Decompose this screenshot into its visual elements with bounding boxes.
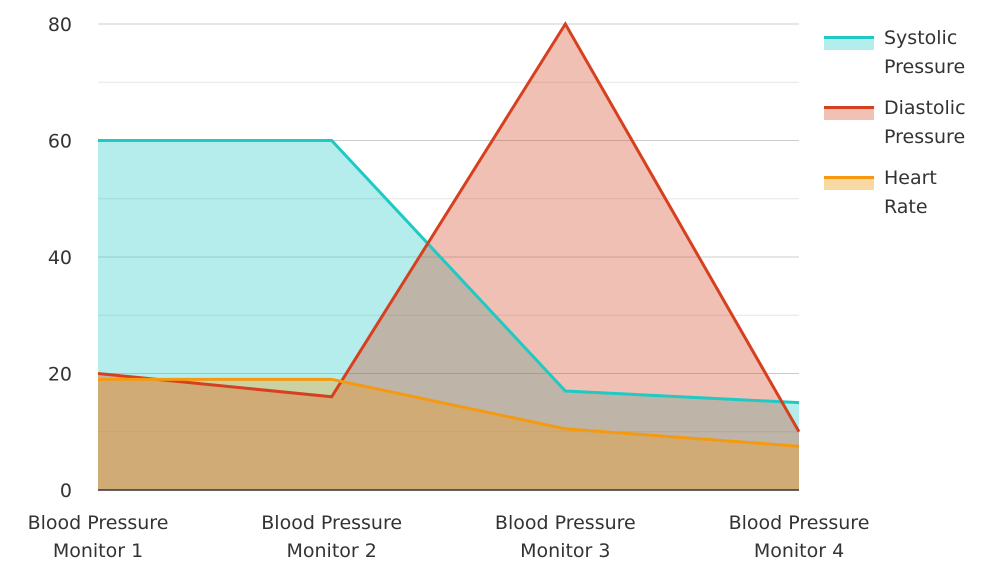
legend-label-1: Systolic Pressure [884, 27, 965, 78]
x-tick-label: Blood Pressure Monitor 1 [28, 512, 169, 562]
y-tick-label: 20 [48, 364, 72, 386]
x-tick-label: Blood Pressure Monitor 2 [261, 512, 402, 562]
series-areas [98, 24, 799, 490]
y-tick-label: 0 [60, 480, 72, 502]
series-line-1 [98, 139, 800, 405]
legend-swatch-3 [824, 176, 874, 190]
series-line-2 [97, 21, 801, 433]
legend-label-3: Heart Rate [884, 167, 937, 218]
series-lines [97, 21, 801, 448]
y-axis-ticks: 0 20 40 60 80 [48, 14, 72, 502]
x-tick-label: Blood Pressure Monitor 3 [495, 512, 636, 562]
series-line-3 [98, 377, 800, 448]
legend: Systolic Pressure Diastolic Pressure Heart Ra… [824, 27, 966, 218]
x-tick-label: Blood Pressure Monitor 4 [729, 512, 870, 562]
legend-label-2: Diastolic Pressure [884, 97, 966, 148]
series-area-2 [98, 24, 799, 490]
series-area-1 [98, 140, 799, 490]
series-area-3 [98, 379, 799, 490]
y-tick-label: 40 [48, 247, 72, 269]
x-axis-ticks: Blood Pressure Monitor 1 Blood Pressure Mon… [28, 512, 870, 562]
legend-swatch-2 [824, 106, 874, 120]
y-tick-label: 80 [48, 14, 72, 36]
legend-swatch-1 [824, 36, 874, 50]
y-tick-label: 60 [48, 131, 72, 153]
